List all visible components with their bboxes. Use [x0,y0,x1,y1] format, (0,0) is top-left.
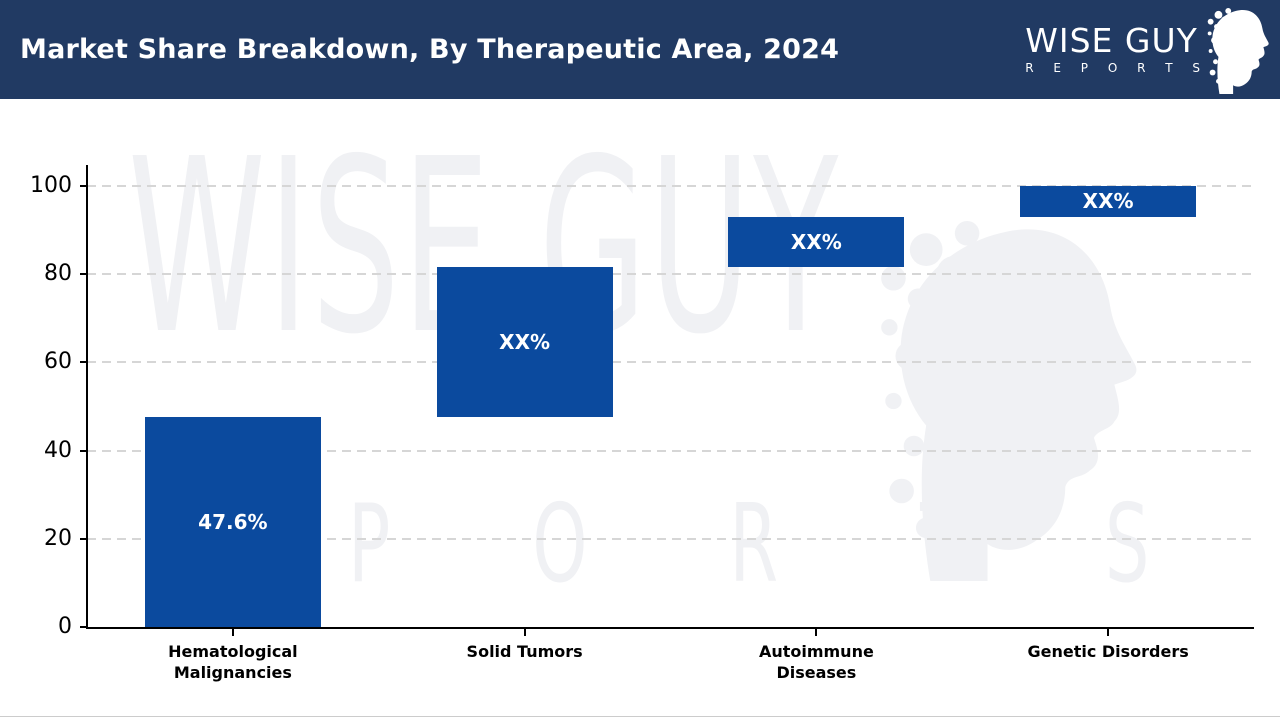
y-tick-mark [80,185,87,187]
x-category-label-autoimmune-diseases: Autoimmune Diseases [758,642,874,682]
y-tick-label: 80 [44,261,72,287]
x-tick-mark [523,629,526,636]
bottom-divider [0,716,1280,717]
y-tick-mark [80,361,87,364]
y-tick-mark [80,273,87,276]
x-tick-mark [231,629,234,636]
gridline-80 [87,273,1254,276]
x-axis-spine [86,627,1254,629]
bar-solid-tumors: XX% [436,267,613,418]
bar-autoimmune-diseases: XX% [728,216,905,268]
y-tick-mark [80,449,87,452]
bar-value-label: XX% [499,330,551,355]
y-tick-mark [80,537,87,540]
x-tick-mark [1107,629,1110,636]
x-category-label-genetic-disorders: Genetic Disorders [1027,642,1189,661]
page-title: Market Share Breakdown, By Therapeutic A… [20,34,840,65]
logo-head-icon [1207,8,1269,94]
gridline-100 [87,185,1254,187]
y-axis-spine [86,165,88,629]
gridline-20 [87,537,1254,540]
x-category-label-solid-tumors: Solid Tumors [466,642,583,661]
wiseguy-logo: WISE GUY R E P O R T S [1025,0,1280,99]
y-tick-label: 0 [58,614,72,639]
header: Market Share Breakdown, By Therapeutic A… [0,0,1280,99]
logo-brand-text: WISE GUY [1025,21,1198,60]
y-tick-label: 100 [30,173,72,198]
y-tick-mark [80,626,87,628]
waterfall-chart: WISE GUY P O R T S 0 20 40 60 80 100 47.6% Hema… [0,99,1280,716]
bar-value-label: XX% [1082,189,1134,214]
gridline-40 [87,449,1254,452]
logo-sub-text: R E P O R T S [1025,61,1208,75]
bar-genetic-disorders: XX% [1020,186,1197,217]
logo-text: WISE GUY R E P O R T S [1025,21,1208,76]
y-tick-label: 40 [44,437,72,463]
gridline-60 [87,361,1254,364]
bar-hematological-malignancies: 47.6% [144,417,321,627]
bar-value-label: 47.6% [198,510,268,535]
bar-value-label: XX% [790,229,842,254]
x-category-label-hematological-malignancies: Hematological Malignancies [168,642,298,682]
y-tick-label: 60 [44,349,72,375]
x-tick-mark [815,629,818,636]
y-tick-label: 20 [44,525,72,551]
